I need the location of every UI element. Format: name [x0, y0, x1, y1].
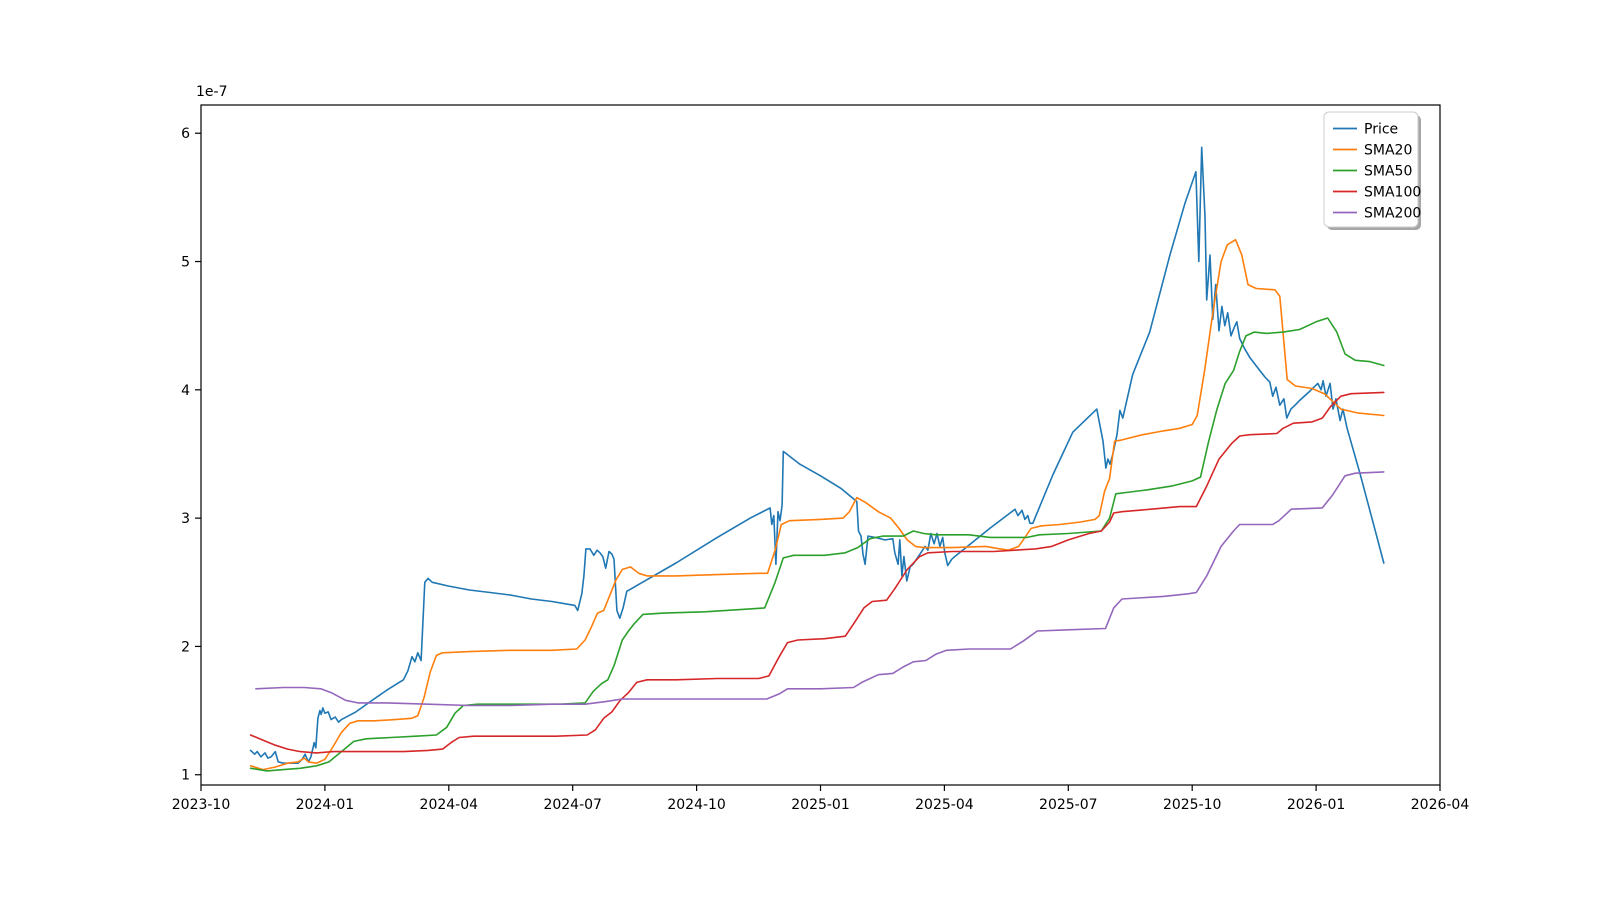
x-axis-tick-label: 2024-04 — [420, 797, 479, 813]
legend-label: SMA100 — [1364, 185, 1421, 201]
y-axis-tick-label: 6 — [181, 126, 190, 142]
x-axis-tick-label: 2024-01 — [296, 797, 355, 813]
x-axis-tick-label: 2025-01 — [791, 797, 850, 813]
x-axis-tick-label: 2024-10 — [667, 797, 726, 813]
legend-label: SMA200 — [1364, 206, 1421, 222]
y-axis-tick-label: 3 — [181, 511, 190, 527]
y-axis-tick-label: 1 — [181, 768, 190, 784]
series-line-sma100 — [249, 391, 1385, 754]
legend-box — [1323, 111, 1419, 228]
x-axis-tick-label: 2026-01 — [1287, 797, 1346, 813]
legend-label: Price — [1364, 122, 1398, 138]
y-axis-tick-label: 5 — [181, 255, 190, 271]
x-axis-tick-label: 2023-10 — [172, 797, 231, 813]
legend-item-sma20: SMA20 — [1333, 143, 1412, 159]
x-axis-tick-label: 2025-10 — [1163, 797, 1222, 813]
legend-item-sma100: SMA100 — [1333, 185, 1421, 201]
legend-label: SMA50 — [1364, 164, 1412, 180]
x-axis-tick-label: 2026-04 — [1411, 797, 1470, 813]
legend: Price SMA20 SMA50 SMA100 SMA200 — [1323, 111, 1421, 230]
chart-generated-content: 2023-10 2024-01 2024-04 2024-07 2024-10 2025-… — [172, 111, 1470, 813]
legend-item-sma200: SMA200 — [1333, 206, 1421, 222]
legend-item-sma50: SMA50 — [1333, 164, 1412, 180]
series-line-price — [249, 146, 1385, 765]
legend-label: SMA20 — [1364, 143, 1412, 159]
y-axis-offset-label: 1e-7 — [196, 84, 227, 100]
series-line-sma20 — [249, 238, 1385, 771]
legend-item-price: Price — [1333, 122, 1398, 138]
x-axis-tick-label: 2025-04 — [915, 797, 974, 813]
plot-area-frame — [200, 104, 1441, 786]
y-axis-tick-label: 2 — [181, 639, 190, 655]
x-axis-tick-label: 2025-07 — [1039, 797, 1098, 813]
series-line-sma200 — [255, 471, 1385, 707]
series-line-sma50 — [249, 317, 1385, 772]
y-axis-tick-label: 4 — [181, 383, 190, 399]
x-axis-tick-label: 2024-07 — [543, 797, 602, 813]
